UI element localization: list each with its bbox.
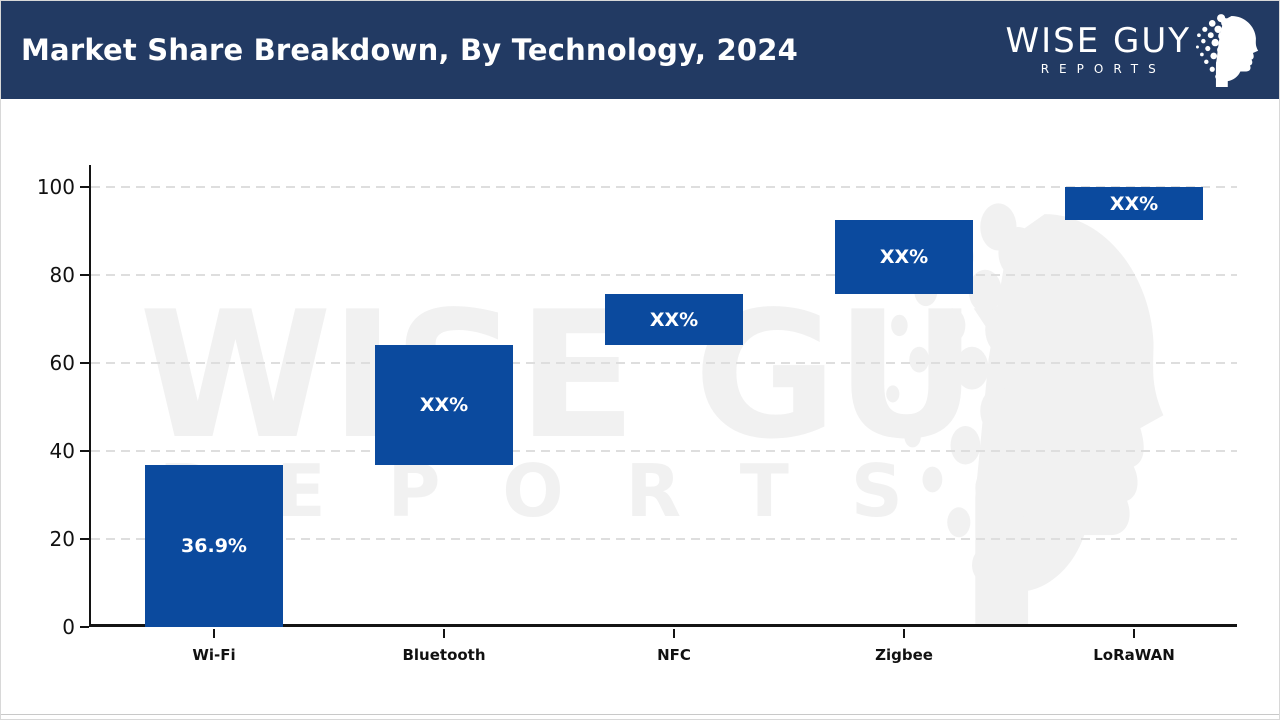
x-axis-label-3: Zigbee — [875, 646, 933, 664]
y-tick-mark — [80, 362, 89, 364]
brand-logo: WISE GUY REPORTS — [1005, 7, 1267, 93]
gridline-y-40 — [91, 450, 1237, 452]
bar-lorawan: XX% — [1065, 187, 1203, 220]
y-tick-mark — [80, 450, 89, 452]
y-tick-label: 20 — [49, 527, 75, 551]
bar-value-label: XX% — [879, 246, 929, 269]
bar-zigbee: XX% — [835, 220, 973, 295]
x-axis-label-0: Wi-Fi — [192, 646, 236, 664]
logo-subtitle: REPORTS — [1040, 61, 1166, 76]
logo-wordmark: WISE GUY REPORTS — [1005, 21, 1191, 76]
bar-value-label: XX% — [649, 308, 699, 331]
x-tick-mark — [1133, 629, 1135, 638]
y-tick-label: 100 — [36, 175, 75, 199]
y-tick-label: 40 — [49, 439, 75, 463]
y-tick-mark — [80, 538, 89, 540]
page-title: Market Share Breakdown, By Technology, 2… — [21, 33, 799, 67]
bar-wi-fi: 36.9% — [145, 464, 283, 627]
bar-value-label: 36.9% — [181, 534, 247, 557]
y-tick-label: 0 — [62, 615, 75, 639]
logo-head-icon — [1195, 14, 1259, 87]
y-tick-mark — [80, 274, 89, 276]
x-tick-mark — [673, 629, 675, 638]
y-tick-mark — [80, 626, 89, 628]
header: Market Share Breakdown, By Technology, 2… — [1, 1, 1279, 99]
x-axis-label-1: Bluetooth — [402, 646, 486, 664]
plot-area: 0 20 40 60 80 100 36.9% Wi-Fi XX% Bluetooth XX% NFC… — [37, 165, 1237, 664]
gridline-y-60 — [91, 362, 1237, 364]
logo-name: WISE GUY — [1005, 21, 1191, 62]
x-tick-mark — [443, 629, 445, 638]
gridline-y-20 — [91, 538, 1237, 540]
gridline-y-80 — [91, 274, 1237, 276]
gridline-y-100 — [91, 186, 1237, 188]
y-tick-label: 80 — [49, 263, 75, 287]
x-axis-label-4: LoRaWAN — [1093, 646, 1175, 664]
bar-bluetooth: XX% — [375, 345, 513, 465]
x-axis-label-2: NFC — [657, 646, 691, 664]
bar-value-label: XX% — [1109, 192, 1159, 215]
x-tick-mark — [903, 629, 905, 638]
x-tick-mark — [213, 629, 215, 638]
bar-nfc: XX% — [605, 294, 743, 346]
y-tick-label: 60 — [49, 351, 75, 375]
bar-value-label: XX% — [419, 394, 469, 416]
y-tick-mark — [80, 186, 89, 188]
bottom-divider — [1, 714, 1279, 715]
